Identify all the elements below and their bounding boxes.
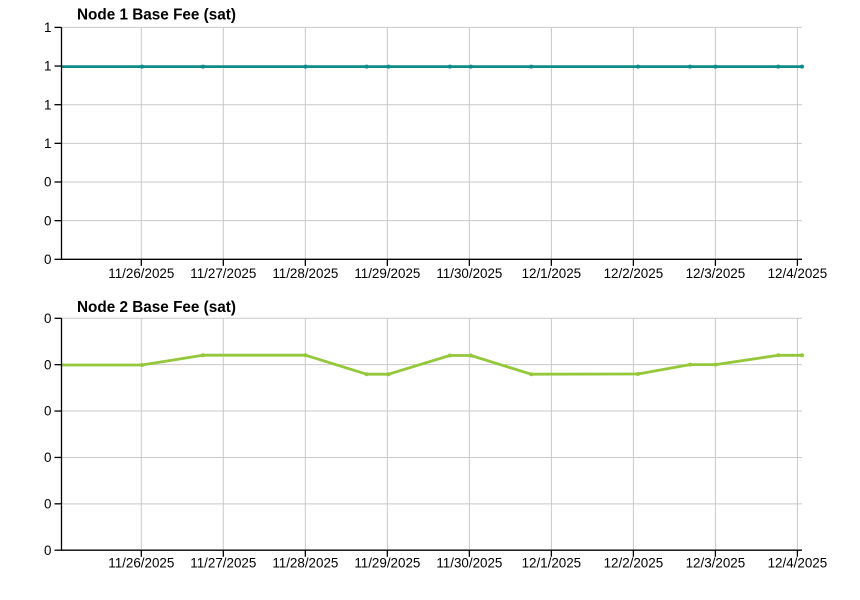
svg-text:Node 1 Base Fee (sat): Node 1 Base Fee (sat) [77,7,236,24]
svg-text:0: 0 [44,496,51,511]
svg-text:0: 0 [44,404,51,419]
svg-text:1: 1 [44,20,51,35]
svg-text:11/28/2025: 11/28/2025 [272,556,338,571]
svg-text:11/29/2025: 11/29/2025 [354,266,420,281]
svg-text:1: 1 [44,136,51,151]
svg-text:11/26/2025: 11/26/2025 [108,266,174,281]
svg-text:11/30/2025: 11/30/2025 [436,266,502,281]
svg-text:12/3/2025: 12/3/2025 [686,556,746,571]
svg-text:11/28/2025: 11/28/2025 [272,266,338,281]
svg-text:12/1/2025: 12/1/2025 [522,556,582,571]
svg-text:11/29/2025: 11/29/2025 [354,556,420,571]
svg-text:12/2/2025: 12/2/2025 [604,266,664,281]
svg-text:12/4/2025: 12/4/2025 [768,556,828,571]
svg-text:0: 0 [44,543,51,558]
svg-text:0: 0 [44,311,51,326]
svg-text:11/30/2025: 11/30/2025 [436,556,502,571]
svg-text:0: 0 [44,252,51,267]
svg-text:12/1/2025: 12/1/2025 [522,266,582,281]
svg-text:12/3/2025: 12/3/2025 [686,266,746,281]
svg-text:11/27/2025: 11/27/2025 [190,556,256,571]
svg-text:11/26/2025: 11/26/2025 [108,556,174,571]
svg-text:12/4/2025: 12/4/2025 [768,266,828,281]
svg-text:1: 1 [44,59,51,74]
svg-text:0: 0 [44,175,51,190]
svg-text:12/2/2025: 12/2/2025 [604,556,664,571]
svg-text:0: 0 [44,213,51,228]
svg-text:0: 0 [44,450,51,465]
svg-text:11/27/2025: 11/27/2025 [190,266,256,281]
svg-text:1: 1 [44,97,51,112]
svg-text:0: 0 [44,357,51,372]
svg-text:Node 2 Base Fee (sat): Node 2 Base Fee (sat) [77,299,236,316]
